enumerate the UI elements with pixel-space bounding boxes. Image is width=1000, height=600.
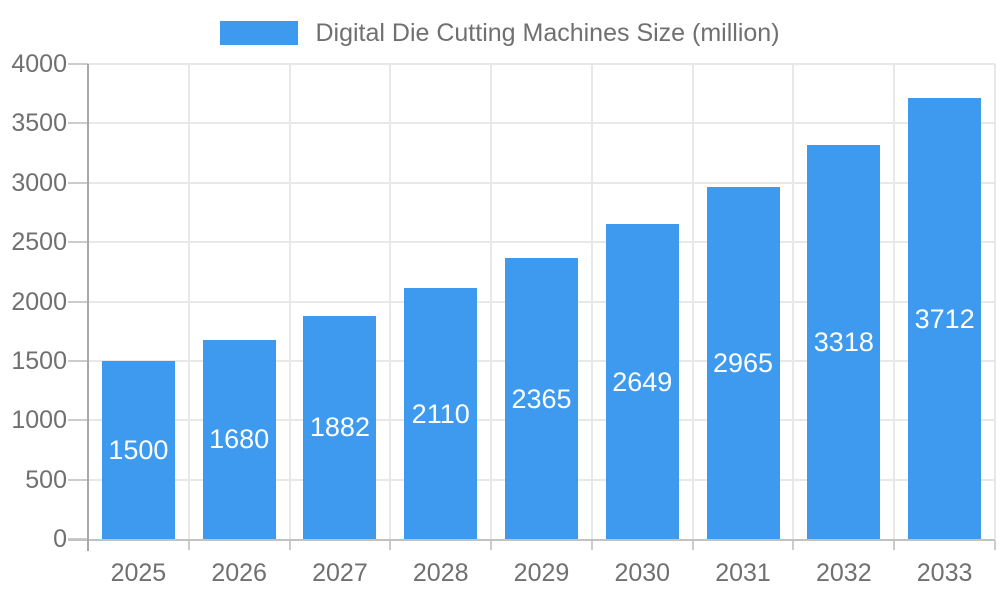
h-gridline <box>88 122 995 125</box>
h-gridline <box>88 63 995 65</box>
x-axis-label: 2032 <box>816 559 872 587</box>
v-gridline <box>691 64 694 539</box>
x-axis-tick <box>792 540 795 550</box>
y-axis-tick <box>68 181 88 184</box>
v-gridline <box>490 64 493 539</box>
v-gridline <box>792 64 795 539</box>
y-axis-tick <box>68 122 88 125</box>
y-axis-tick <box>68 478 88 481</box>
v-gridline <box>187 64 190 539</box>
bar-2028[interactable] <box>404 288 478 539</box>
x-axis-label: 2033 <box>916 559 973 587</box>
bar-value-label: 3712 <box>914 303 975 334</box>
y-axis-label: 1000 <box>11 406 67 435</box>
x-axis-line <box>68 539 995 541</box>
v-gridline <box>389 64 392 539</box>
y-axis-label: 500 <box>25 465 67 494</box>
bar-value-label: 1500 <box>108 434 169 465</box>
x-axis-label: 2028 <box>412 559 469 587</box>
y-axis-line <box>87 64 89 551</box>
y-axis-tick <box>68 419 88 422</box>
v-gridline <box>994 64 996 539</box>
legend-swatch <box>220 21 299 45</box>
v-gridline <box>893 64 896 539</box>
bar-value-label: 2649 <box>612 366 673 397</box>
y-axis-label: 0 <box>53 525 67 553</box>
bar-value-label: 1882 <box>309 412 370 443</box>
bar-2029[interactable] <box>505 258 578 539</box>
x-axis-label: 2027 <box>312 559 368 587</box>
y-axis-tick <box>68 300 88 303</box>
y-axis-label: 2500 <box>11 228 67 257</box>
bar-2031[interactable] <box>706 186 780 539</box>
x-axis-label: 2029 <box>513 559 570 587</box>
x-axis-label: 2025 <box>110 559 167 587</box>
v-gridline <box>288 64 291 539</box>
x-axis-tick <box>187 540 190 550</box>
x-axis-tick <box>288 540 291 550</box>
h-gridline <box>88 241 995 244</box>
bar-2030[interactable] <box>605 224 679 539</box>
y-axis-label: 2000 <box>11 287 67 316</box>
bar-2033[interactable] <box>908 98 982 539</box>
y-axis-label: 1500 <box>11 346 67 375</box>
x-axis-tick <box>994 540 996 550</box>
x-axis-label: 2026 <box>211 559 267 587</box>
bar-value-label: 2110 <box>411 398 470 429</box>
x-axis-tick <box>389 540 392 550</box>
x-axis-label: 2030 <box>614 559 671 587</box>
bar-value-label: 2365 <box>511 383 572 414</box>
x-axis-tick <box>590 540 593 550</box>
y-axis-tick <box>68 241 88 244</box>
legend[interactable]: Digital Die Cutting Machines Size (milli… <box>0 17 1000 49</box>
x-axis-tick <box>490 540 493 550</box>
y-axis-tick <box>68 63 88 65</box>
x-axis-tick <box>893 540 896 550</box>
bar-2026[interactable] <box>202 339 276 539</box>
bar-2027[interactable] <box>303 315 377 539</box>
y-axis-tick <box>68 359 88 362</box>
h-gridline <box>88 181 995 184</box>
x-axis-tick <box>691 540 694 550</box>
bar-2032[interactable] <box>807 144 881 539</box>
legend-label: Digital Die Cutting Machines Size (milli… <box>315 18 780 47</box>
bar-value-label: 2965 <box>713 347 774 378</box>
bar-value-label: 3318 <box>813 326 874 357</box>
y-axis-label: 3000 <box>11 168 67 197</box>
y-axis-label: 3500 <box>11 109 67 138</box>
bar-2025[interactable] <box>101 360 175 539</box>
x-axis-label: 2031 <box>715 559 771 587</box>
y-axis-label: 4000 <box>11 50 67 78</box>
bar-value-label: 1680 <box>209 424 270 455</box>
v-gridline <box>590 64 593 539</box>
